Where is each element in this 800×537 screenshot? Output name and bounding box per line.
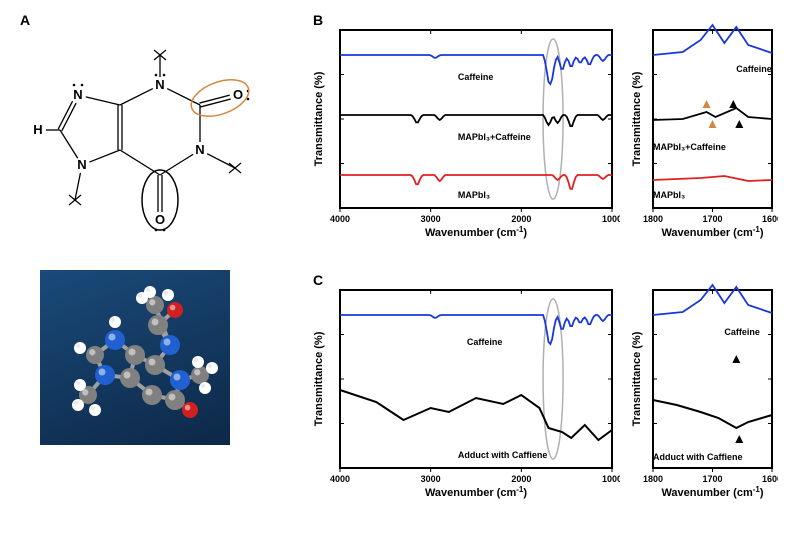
- svg-text:Transmittance (%): Transmittance (%): [631, 71, 643, 166]
- svg-text:Adduct with Caffiene: Adduct with Caffiene: [458, 450, 548, 460]
- svg-text:MAPbI₃: MAPbI₃: [653, 190, 685, 200]
- svg-text:3000: 3000: [421, 214, 441, 224]
- svg-text:O: O: [233, 87, 243, 102]
- svg-text:N: N: [155, 77, 164, 92]
- svg-text:1800: 1800: [643, 214, 663, 224]
- svg-text:MAPbI₃: MAPbI₃: [458, 190, 490, 200]
- svg-text:4000: 4000: [330, 214, 350, 224]
- svg-text:1000: 1000: [602, 474, 620, 484]
- svg-text:Wavenumber (cm-1): Wavenumber (cm-1): [661, 485, 763, 500]
- svg-text:Transmittance (%): Transmittance (%): [313, 71, 325, 166]
- panel-a: N O N O N N H: [20, 40, 290, 445]
- svg-text:MAPbI₃+Caffeine: MAPbI₃+Caffeine: [653, 142, 726, 152]
- svg-text:1700: 1700: [702, 474, 722, 484]
- panel-b-main-chart: 4000 3000 2000 1000 Wavenumber (cm-1) Transmi…: [310, 20, 620, 240]
- svg-text:4000: 4000: [330, 474, 350, 484]
- svg-text:1600: 1600: [762, 474, 778, 484]
- svg-text:H: H: [33, 122, 42, 137]
- svg-text:2000: 2000: [511, 474, 531, 484]
- svg-text:1700: 1700: [702, 214, 722, 224]
- svg-text:2000: 2000: [511, 214, 531, 224]
- svg-text:N: N: [73, 87, 82, 102]
- svg-text:Transmittance (%): Transmittance (%): [631, 331, 643, 426]
- svg-text:1800: 1800: [643, 474, 663, 484]
- svg-text:Caffeine: Caffeine: [736, 64, 772, 74]
- svg-text:Transmittance (%): Transmittance (%): [313, 331, 325, 426]
- svg-text:Wavenumber (cm-1): Wavenumber (cm-1): [425, 225, 527, 240]
- svg-text:Wavenumber (cm-1): Wavenumber (cm-1): [425, 485, 527, 500]
- panel-c-zoom-chart: 1800 1700 1600Wavenumber (cm-1) Transmittan…: [628, 280, 778, 500]
- svg-text:Wavenumber (cm-1): Wavenumber (cm-1): [661, 225, 763, 240]
- panel-b-zoom-chart: 1800 1700 1600Wavenumber (cm-1) Transmittan…: [628, 20, 778, 240]
- svg-text:3000: 3000: [421, 474, 441, 484]
- panel-c-main-chart: 4000 3000 2000 1000 Wavenumber (cm-1) Transmi…: [310, 280, 620, 500]
- panel-b: 4000 3000 2000 1000 Wavenumber (cm-1) Transmi…: [310, 20, 790, 260]
- svg-text:Caffeine: Caffeine: [467, 337, 503, 347]
- caffeine-structure: N O N O N N H: [20, 40, 260, 240]
- svg-text:N: N: [77, 157, 86, 172]
- panel-a-label: A: [20, 12, 30, 28]
- svg-text:Caffeine: Caffeine: [458, 72, 494, 82]
- caffeine-3d-model: [40, 270, 230, 445]
- panel-c: 4000 3000 2000 1000 Wavenumber (cm-1) Transmi…: [310, 280, 790, 520]
- svg-text:N: N: [195, 142, 204, 157]
- svg-text:1600: 1600: [762, 214, 778, 224]
- svg-text:MAPbI₃+Caffeine: MAPbI₃+Caffeine: [458, 132, 531, 142]
- svg-text:O: O: [155, 212, 165, 227]
- svg-text:Adduct with Caffiene: Adduct with Caffiene: [653, 452, 743, 462]
- svg-text:1000: 1000: [602, 214, 620, 224]
- svg-text:Caffeine: Caffeine: [724, 327, 760, 337]
